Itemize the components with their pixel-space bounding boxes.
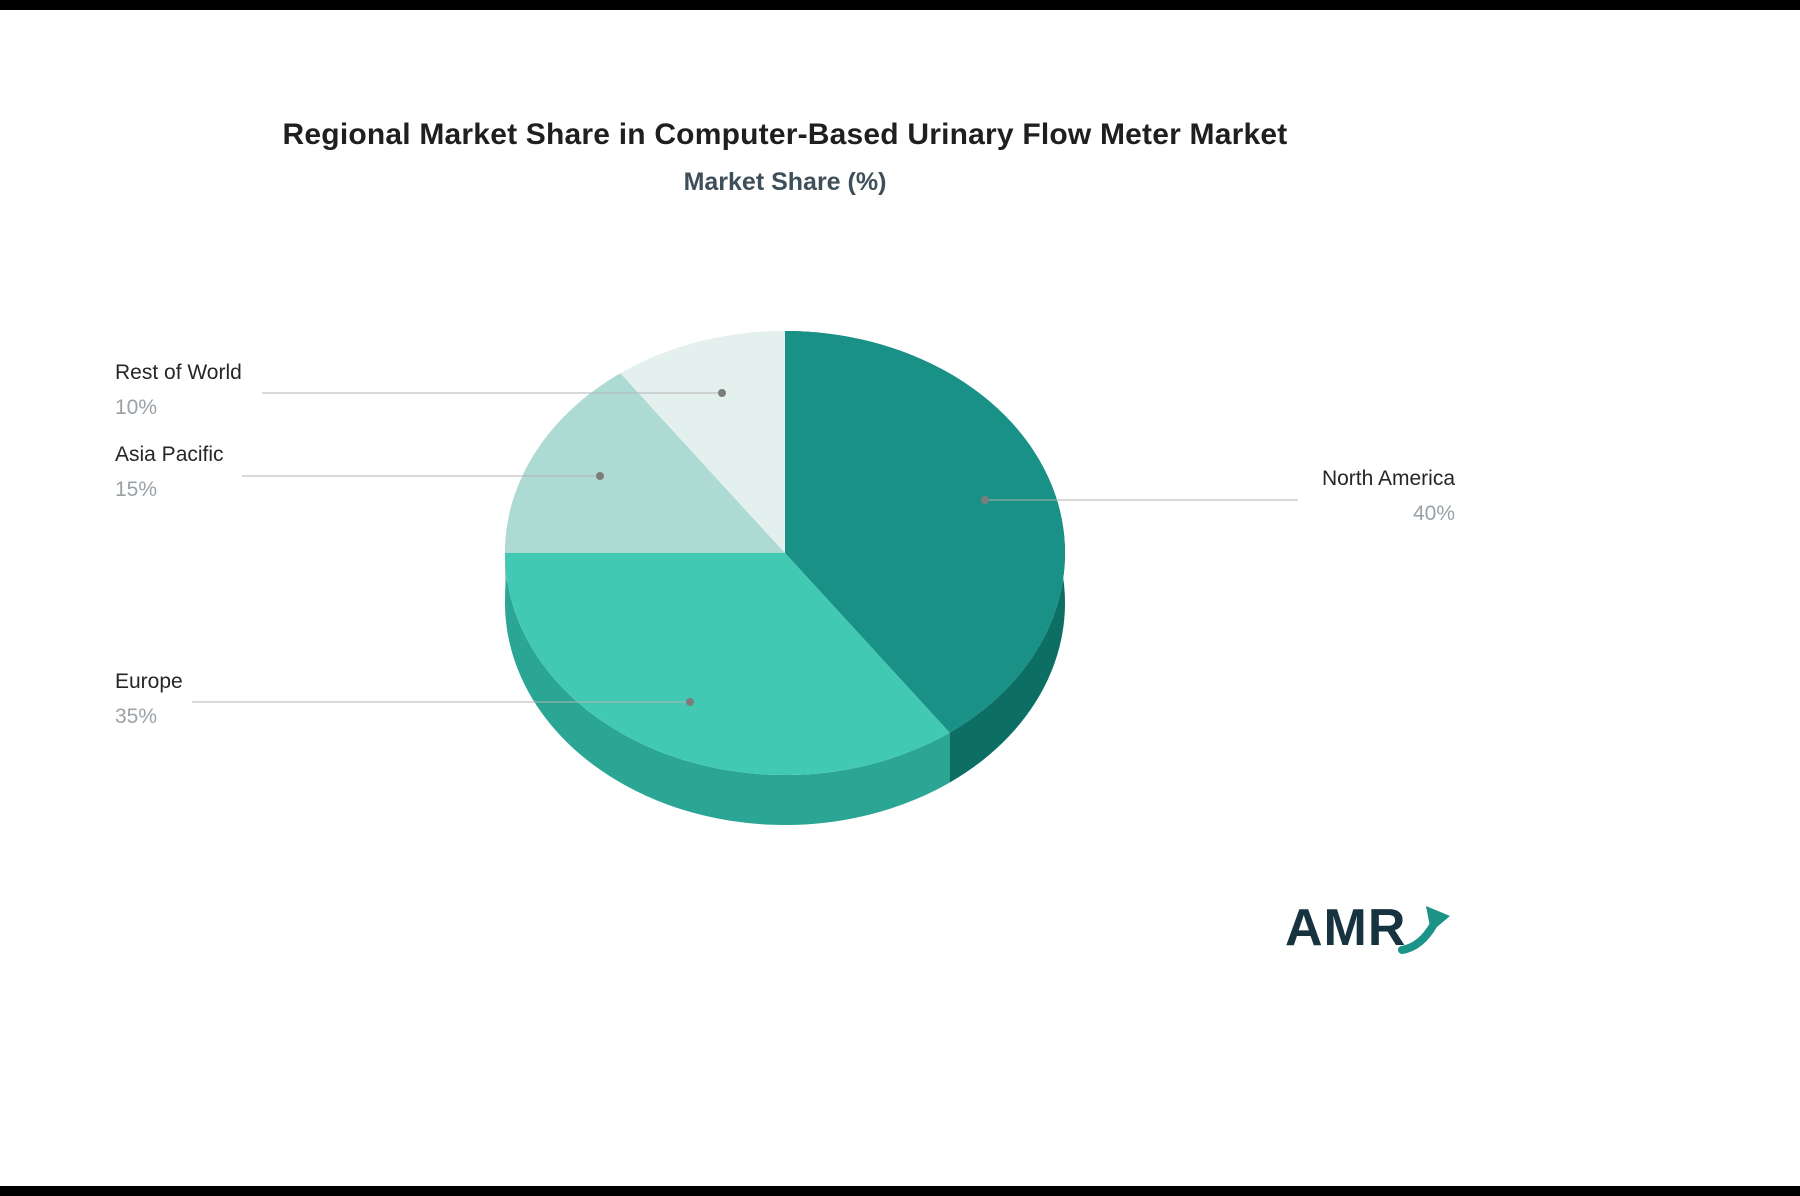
leader-dot-rest-of-world [718,389,726,397]
pie-side-europe [505,553,950,826]
leader-dot-europe [686,698,694,706]
pie-slice-europe [505,553,950,776]
slice-label: North America [1321,467,1455,490]
pie-slice-rest-of-world [620,331,785,553]
slice-label: Asia Pacific [115,443,224,466]
slice-label: Rest of World [115,361,242,384]
pie-slice-north-america [785,331,1066,733]
chart-heading: Regional Market Share in Computer-Based … [0,118,1570,197]
callout-north-america: North America 40% [1322,468,1455,524]
leader-dot-asia-pacific [596,472,604,480]
amr-logo-text: AMR [1285,899,1407,957]
top-border-bar [0,0,1800,10]
slice-label: Europe [115,670,183,693]
callout-rest-of-world: Rest of World 10% [115,362,242,418]
callout-asia-pacific: Asia Pacific 15% [115,444,224,500]
bottom-border-bar [0,1186,1800,1196]
slice-percent: 10% [115,396,158,419]
amr-logo-arrow-icon [1398,906,1451,954]
pie-slice-asia-pacific [505,373,785,553]
leader-dot-north-america [981,496,989,504]
chart-subtitle: Market Share (%) [683,168,887,196]
chart-title: Regional Market Share in Computer-Based … [282,118,1288,151]
callout-europe: Europe 35% [115,671,183,727]
slice-percent: 35% [115,705,158,728]
slice-percent: 15% [115,478,158,501]
amr-logo: AMR [1285,898,1452,958]
slice-percent: 40% [1412,502,1455,525]
